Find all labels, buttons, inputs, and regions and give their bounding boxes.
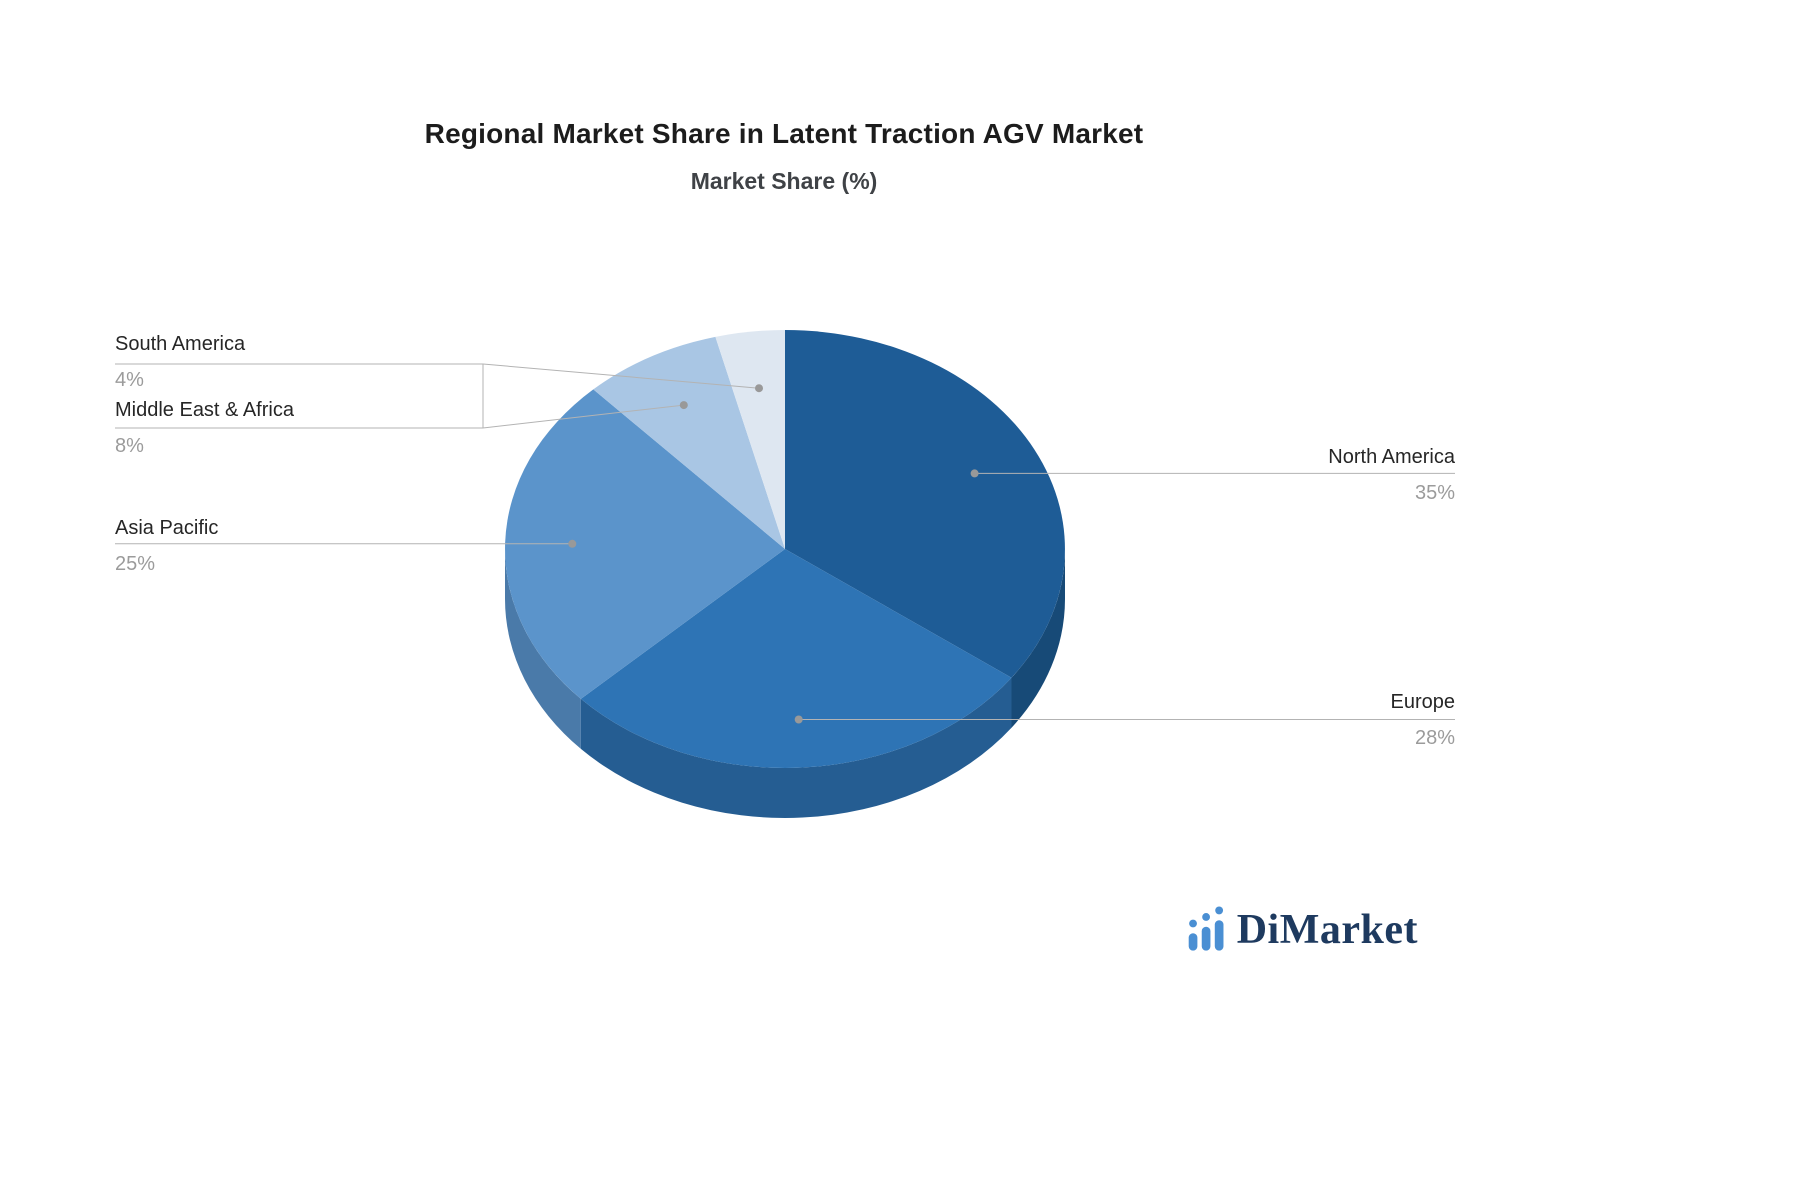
slice-label-middle-east-africa: Middle East & Africa 8% (115, 398, 294, 458)
brand-logo: DiMarket (1185, 905, 1418, 955)
label-line-dot (568, 539, 577, 548)
slice-value-text: 35% (1414, 482, 1455, 504)
pie-slice-side (1011, 549, 1065, 728)
label-line (482, 404, 684, 429)
slice-label-text: South America (115, 333, 246, 355)
pie-slice[interactable] (715, 330, 785, 549)
slice-label-north-america: North America 35% (1328, 445, 1455, 505)
label-line (482, 363, 760, 389)
pie-slice[interactable] (580, 549, 1012, 768)
chart-title: Regional Market Share in Latent Traction… (424, 118, 1144, 149)
chart-subtitle: Market Share (%) (690, 168, 878, 194)
slice-label-text: Europe (1390, 691, 1456, 713)
label-line-dot (755, 384, 763, 393)
brand-bars-icon (1188, 906, 1224, 951)
pie-slice-side (505, 549, 581, 749)
label-line-dot (679, 401, 688, 410)
slice-value-text: 25% (115, 553, 156, 575)
pie-slice-side (580, 677, 1012, 818)
pie-slice[interactable] (785, 330, 1065, 678)
label-line-dot (794, 715, 803, 724)
slice-label-south-america: South America 4% (115, 332, 245, 392)
slice-value-text: 4% (115, 369, 144, 391)
slice-label-europe: Europe 28% (1391, 690, 1456, 750)
pie-slice[interactable] (593, 336, 785, 549)
pie-slice[interactable] (505, 389, 785, 699)
brand-name: DiMarket (1236, 907, 1418, 953)
slice-value-text: 8% (115, 435, 144, 457)
slice-label-text: North America (1328, 446, 1455, 468)
slice-label-text: Asia Pacific (115, 517, 219, 539)
label-line-dot (970, 469, 979, 478)
slice-label-text: Middle East & Africa (115, 399, 294, 421)
slice-value-text: 28% (1414, 727, 1455, 749)
slice-label-asia-pacific: Asia Pacific 25% (115, 516, 218, 576)
